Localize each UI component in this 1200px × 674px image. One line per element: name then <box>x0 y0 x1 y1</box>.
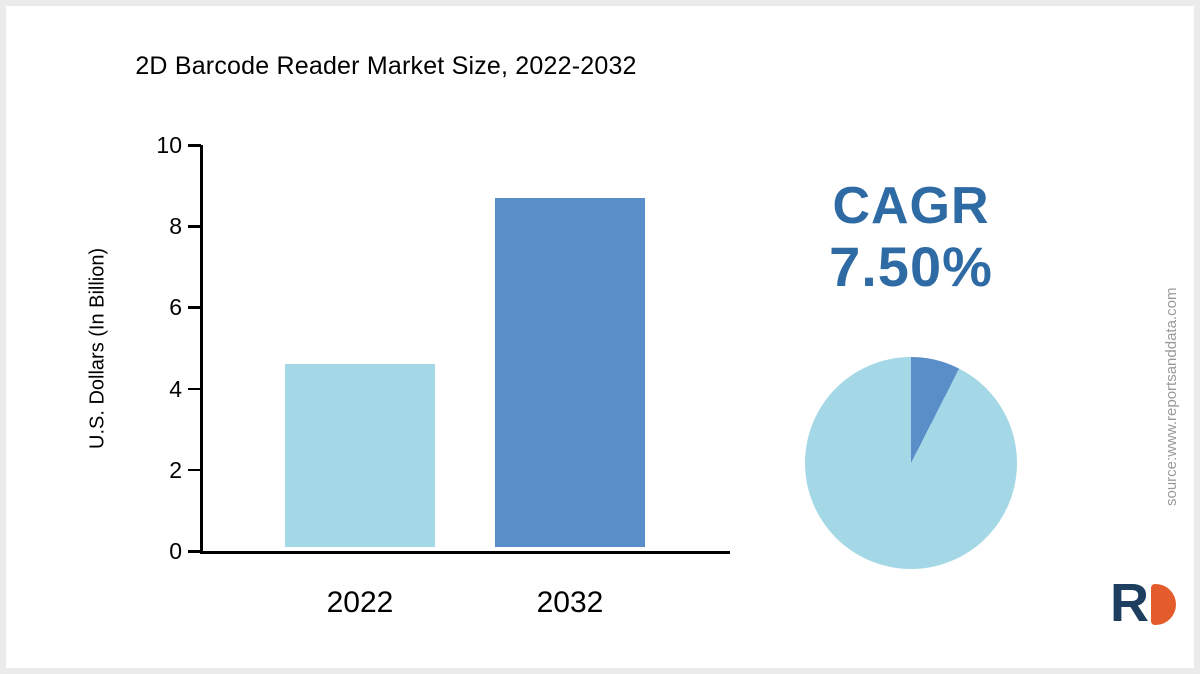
source-note: source:www.reportsanddata.com <box>1163 287 1180 506</box>
bar <box>285 364 435 547</box>
y-tick-label: 2 <box>169 457 182 483</box>
logo-d-icon <box>1151 584 1176 625</box>
y-tick-mark <box>188 387 201 391</box>
y-tick-mark <box>188 306 201 309</box>
y-tick-mark <box>188 144 201 147</box>
x-tick-label: 2022 <box>326 586 394 619</box>
x-axis-line <box>200 551 730 554</box>
y-axis-title: U.S. Dollars (In Billion) <box>86 247 109 449</box>
bar <box>495 197 645 547</box>
pie-chart <box>805 357 1017 569</box>
y-tick-label: 0 <box>169 538 182 564</box>
brand-logo: R <box>1110 576 1176 630</box>
y-tick-label: 4 <box>169 376 182 402</box>
y-tick-label: 10 <box>156 132 182 158</box>
y-tick-mark <box>188 225 201 228</box>
y-tick-label: 8 <box>169 213 182 239</box>
cagr-value: 7.50% <box>829 235 993 299</box>
y-tick-mark <box>188 468 201 472</box>
logo-letter: R <box>1110 573 1149 633</box>
cagr-block: CAGR 7.50% <box>776 177 1046 300</box>
y-tick-mark <box>188 550 201 553</box>
y-axis-line <box>200 145 203 553</box>
y-tick-label: 6 <box>169 294 182 320</box>
x-tick-label: 2032 <box>536 586 604 619</box>
chart-title: 2D Barcode Reader Market Size, 2022-2032 <box>135 52 637 80</box>
cagr-label: CAGR <box>832 177 990 235</box>
